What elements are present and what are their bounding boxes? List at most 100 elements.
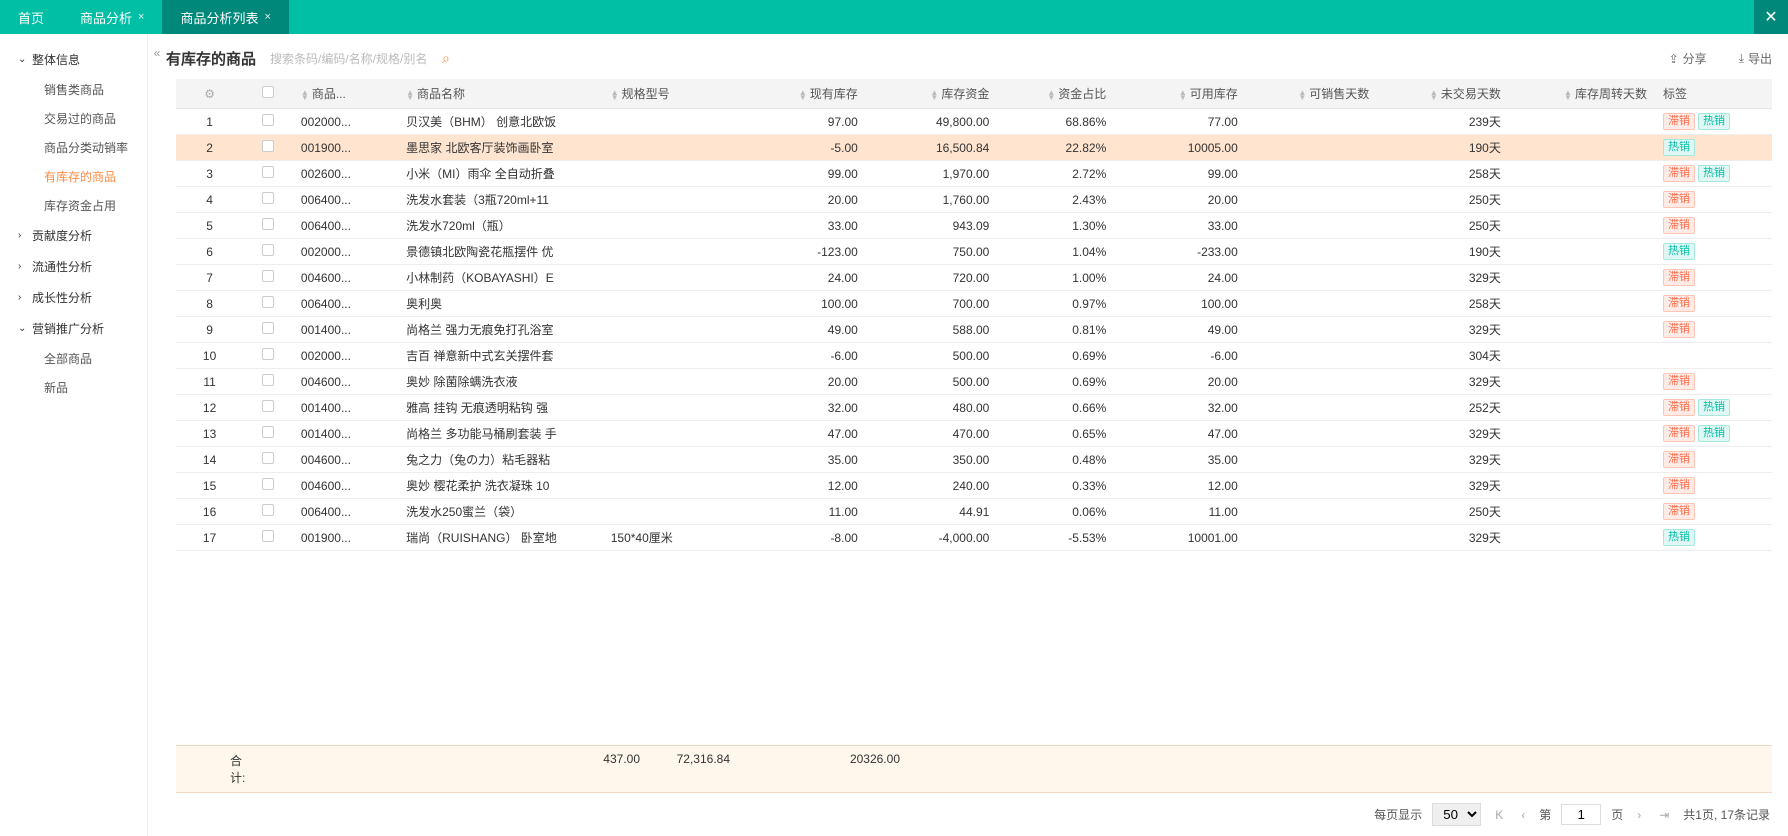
cell-saledays — [1246, 421, 1378, 447]
table-row[interactable]: 7004600...小林制药（KOBAYASHI）E24.00720.001.0… — [176, 265, 1772, 291]
per-page-select[interactable]: 50 — [1432, 803, 1481, 826]
cell-checkbox[interactable] — [243, 109, 293, 135]
cell-checkbox[interactable] — [243, 239, 293, 265]
cell-fund: 750.00 — [866, 239, 998, 265]
cell-checkbox[interactable] — [243, 447, 293, 473]
sidebar-group-1[interactable]: ›贡献度分析 — [0, 220, 147, 251]
sidebar-group-3[interactable]: ›成长性分析 — [0, 282, 147, 313]
page-title: 有库存的商品 — [166, 48, 256, 69]
checkbox-icon — [262, 244, 274, 256]
column-turn[interactable]: ▲▼库存周转天数 — [1509, 79, 1655, 109]
sidebar-item-4-1[interactable]: 新品 — [0, 373, 147, 402]
cell-checkbox[interactable] — [243, 525, 293, 551]
cell-fund: 350.00 — [866, 447, 998, 473]
column-code[interactable]: ▲▼商品... — [293, 79, 398, 109]
cell-checkbox[interactable] — [243, 343, 293, 369]
cell-idx: 1 — [176, 109, 243, 135]
search-icon[interactable]: ⌕ — [442, 50, 450, 67]
cell-checkbox[interactable] — [243, 317, 293, 343]
export-button[interactable]: ⤓ 导出 — [1739, 50, 1772, 67]
sidebar-item-0-4[interactable]: 库存资金占用 — [0, 191, 147, 220]
table-row[interactable]: 16006400...洗发水250蜜兰（袋）11.0044.910.06%11.… — [176, 499, 1772, 525]
column-saledays[interactable]: ▲▼可销售天数 — [1246, 79, 1378, 109]
close-icon[interactable]: × — [264, 11, 270, 23]
tab-1[interactable]: 商品分析× — [62, 0, 162, 34]
sidebar-item-0-2[interactable]: 商品分类动销率 — [0, 133, 147, 162]
column-pct[interactable]: ▲▼资金占比 — [997, 79, 1114, 109]
sidebar-group-4[interactable]: ⌄营销推广分析 — [0, 313, 147, 344]
cell-checkbox[interactable] — [243, 291, 293, 317]
column-name[interactable]: ▲▼商品名称 — [398, 79, 603, 109]
last-page-button[interactable]: ⇥ — [1655, 808, 1673, 822]
sidebar-item-0-1[interactable]: 交易过的商品 — [0, 104, 147, 133]
checkbox-icon — [262, 348, 274, 360]
table-row[interactable]: 3002600...小米（MI）雨伞 全自动折叠99.001,970.002.7… — [176, 161, 1772, 187]
cell-checkbox[interactable] — [243, 213, 293, 239]
column-settings[interactable]: ⚙ — [176, 79, 243, 109]
table-row[interactable]: 6002000...景德镇北欧陶瓷花瓶摆件 优-123.00750.001.04… — [176, 239, 1772, 265]
table-row[interactable]: 5006400...洗发水720ml（瓶）33.00943.091.30%33.… — [176, 213, 1772, 239]
prev-page-button[interactable]: ‹ — [1517, 808, 1529, 822]
cell-notrade: 250天 — [1377, 213, 1509, 239]
column-notrade[interactable]: ▲▼未交易天数 — [1377, 79, 1509, 109]
cell-checkbox[interactable] — [243, 187, 293, 213]
column-stock[interactable]: ▲▼现有库存 — [734, 79, 866, 109]
sidebar-group-2[interactable]: ›流通性分析 — [0, 251, 147, 282]
cell-checkbox[interactable] — [243, 369, 293, 395]
column-fund[interactable]: ▲▼库存资金 — [866, 79, 998, 109]
sidebar-item-0-0[interactable]: 销售类商品 — [0, 75, 147, 104]
cell-checkbox[interactable] — [243, 421, 293, 447]
cell-checkbox[interactable] — [243, 395, 293, 421]
table-row[interactable]: 11004600...奥妙 除菌除螨洗衣液20.00500.000.69%20.… — [176, 369, 1772, 395]
tab-0[interactable]: 首页 — [0, 0, 62, 34]
cell-checkbox[interactable] — [243, 265, 293, 291]
cell-spec — [603, 265, 735, 291]
table-row[interactable]: 12001400...雅高 挂钩 无痕透明粘钩 强32.00480.000.66… — [176, 395, 1772, 421]
table-row[interactable]: 9001400...尚格兰 强力无痕免打孔浴室49.00588.000.81%4… — [176, 317, 1772, 343]
collapse-sidebar-button[interactable]: « — [148, 34, 166, 836]
column-select-all[interactable] — [243, 79, 293, 109]
table-row[interactable]: 17001900...瑞尚（RUISHANG） 卧室地150*40厘米-8.00… — [176, 525, 1772, 551]
table-row[interactable]: 14004600...兔之力（兔の力）粘毛器粘35.00350.000.48%3… — [176, 447, 1772, 473]
column-spec[interactable]: ▲▼规格型号 — [603, 79, 735, 109]
cell-checkbox[interactable] — [243, 473, 293, 499]
search-input[interactable] — [270, 52, 440, 66]
first-page-button[interactable]: K — [1491, 808, 1507, 822]
table-row[interactable]: 1002000...贝汉美（BHM） 创意北欧饭97.0049,800.0068… — [176, 109, 1772, 135]
table-row[interactable]: 15004600...奥妙 樱花柔护 洗衣凝珠 1012.00240.000.3… — [176, 473, 1772, 499]
table-row[interactable]: 4006400...洗发水套装（3瓶720ml+1120.001,760.002… — [176, 187, 1772, 213]
cell-spec — [603, 499, 735, 525]
cell-avail: 20.00 — [1114, 369, 1246, 395]
column-avail[interactable]: ▲▼可用库存 — [1114, 79, 1246, 109]
cell-avail: 33.00 — [1114, 213, 1246, 239]
cell-idx: 13 — [176, 421, 243, 447]
table-row[interactable]: 2001900...墨思家 北欧客厅装饰画卧室-5.0016,500.8422.… — [176, 135, 1772, 161]
cell-checkbox[interactable] — [243, 161, 293, 187]
cell-saledays — [1246, 317, 1378, 343]
column-tags[interactable]: 标签 — [1655, 79, 1772, 109]
cell-idx: 8 — [176, 291, 243, 317]
sidebar-item-4-0[interactable]: 全部商品 — [0, 344, 147, 373]
cell-saledays — [1246, 239, 1378, 265]
close-icon[interactable]: × — [138, 11, 144, 23]
cell-saledays — [1246, 447, 1378, 473]
table-row[interactable]: 8006400...奥利奥100.00700.000.97%100.00258天… — [176, 291, 1772, 317]
sidebar-group-0[interactable]: ⌄整体信息 — [0, 44, 147, 75]
cell-checkbox[interactable] — [243, 499, 293, 525]
page-input[interactable] — [1561, 804, 1601, 825]
col-pct-label: 资金占比 — [1058, 87, 1106, 101]
cell-tags: 滞销热销 — [1655, 109, 1772, 135]
cell-pct: 0.81% — [997, 317, 1114, 343]
table-row[interactable]: 13001400...尚格兰 多功能马桶刷套装 手47.00470.000.65… — [176, 421, 1772, 447]
export-icon: ⤓ — [1739, 51, 1744, 66]
tabs-close-all-button[interactable]: ✕ — [1754, 0, 1788, 34]
next-page-button[interactable]: › — [1633, 808, 1645, 822]
cell-checkbox[interactable] — [243, 135, 293, 161]
share-button[interactable]: ⇪ 分享 — [1669, 50, 1707, 67]
tag-hot: 热销 — [1698, 113, 1730, 130]
table-row[interactable]: 10002000...吉百 禅意新中式玄关摆件套-6.00500.000.69%… — [176, 343, 1772, 369]
tab-2[interactable]: 商品分析列表× — [162, 0, 288, 34]
col-notrade-label: 未交易天数 — [1441, 87, 1501, 101]
cell-notrade: 329天 — [1377, 369, 1509, 395]
sidebar-item-0-3[interactable]: 有库存的商品 — [0, 162, 147, 191]
